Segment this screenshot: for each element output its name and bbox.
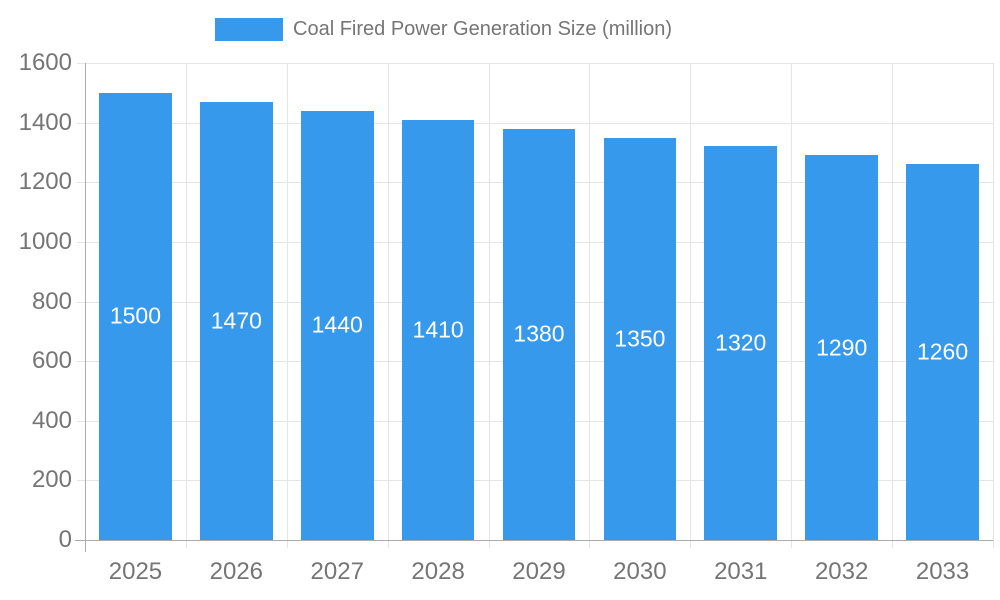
y-axis-line — [85, 63, 86, 552]
x-axis-tick-label: 2025 — [108, 558, 163, 585]
legend-color-swatch — [215, 18, 283, 41]
x-axis-tick — [690, 540, 692, 548]
v-gridline — [993, 63, 994, 540]
y-axis-tick — [77, 63, 85, 64]
bar-2029[interactable] — [502, 128, 576, 540]
x-axis-tick — [387, 540, 389, 548]
bar-2027[interactable] — [300, 110, 374, 540]
x-axis-tick — [791, 540, 793, 548]
v-gridline — [589, 63, 591, 540]
x-axis-tick — [488, 540, 490, 548]
y-axis-tick-label: 200 — [31, 466, 72, 494]
h-gridline — [85, 122, 993, 124]
bar-2026[interactable] — [200, 101, 273, 540]
x-axis-tick-label: 2030 — [613, 558, 667, 585]
bar-value-label: 1260 — [916, 338, 969, 365]
y-axis-tick-label: 1400 — [18, 108, 72, 136]
legend-item[interactable]: Coal Fired Power Generation Size (millio… — [215, 18, 672, 41]
y-axis-tick — [77, 241, 85, 243]
bar-value-label: 1440 — [311, 311, 363, 338]
x-axis-tick — [286, 540, 288, 548]
y-axis-tick-label: 600 — [31, 347, 72, 375]
v-gridline — [185, 63, 187, 540]
h-gridline — [85, 63, 993, 64]
y-axis-tick-label: 1600 — [18, 49, 72, 76]
x-axis-tick-label: 2032 — [814, 558, 869, 585]
bar-value-label: 1320 — [715, 329, 767, 356]
bar-2033[interactable] — [906, 164, 979, 540]
bar-value-label: 1470 — [210, 307, 262, 334]
v-gridline — [690, 63, 692, 540]
y-axis-tick-label: 800 — [31, 287, 72, 315]
bar-2031[interactable] — [704, 146, 778, 540]
x-axis-tick — [185, 540, 187, 548]
bar-2030[interactable] — [603, 137, 677, 540]
y-axis-tick-label: 0 — [58, 526, 72, 553]
bar-value-label: 1290 — [816, 334, 868, 361]
x-axis-line — [75, 540, 993, 541]
bar-value-label: 1350 — [614, 325, 666, 352]
legend-label: Coal Fired Power Generation Size (millio… — [293, 18, 673, 40]
bar-2032[interactable] — [805, 155, 878, 540]
y-axis-tick — [77, 301, 85, 303]
bar-value-label: 1380 — [513, 320, 565, 347]
v-gridline — [791, 63, 793, 540]
x-axis-tick — [993, 540, 994, 548]
y-axis-tick-label: 400 — [31, 406, 72, 434]
bar-2028[interactable] — [401, 119, 475, 540]
y-axis-tick-label: 1000 — [18, 227, 72, 255]
y-axis-tick — [77, 182, 85, 184]
y-axis-tick-label: 1200 — [18, 168, 72, 196]
x-axis-tick-label: 2033 — [915, 558, 970, 585]
y-axis-tick — [77, 480, 85, 482]
y-axis-tick — [77, 361, 85, 363]
y-axis-tick — [77, 122, 85, 124]
x-axis-tick-label: 2031 — [714, 558, 768, 585]
bar-value-label: 1410 — [412, 316, 464, 343]
y-axis-tick — [77, 420, 85, 422]
bar-value-label: 1500 — [109, 302, 162, 329]
x-axis-tick-label: 2027 — [310, 558, 364, 585]
v-gridline — [387, 63, 389, 540]
plot-area: 1500 1470 1440 1410 1380 1350 1320 1290 1260 — [77, 63, 994, 548]
v-gridline — [286, 63, 288, 540]
x-axis-tick-label: 2026 — [209, 558, 264, 585]
v-gridline — [892, 63, 894, 540]
x-axis-tick-label: 2029 — [512, 558, 566, 585]
bar-2025[interactable] — [99, 92, 172, 540]
v-gridline — [488, 63, 490, 540]
x-axis-tick — [892, 540, 894, 548]
x-axis-tick-label: 2028 — [411, 558, 465, 585]
x-axis-tick — [589, 540, 591, 548]
